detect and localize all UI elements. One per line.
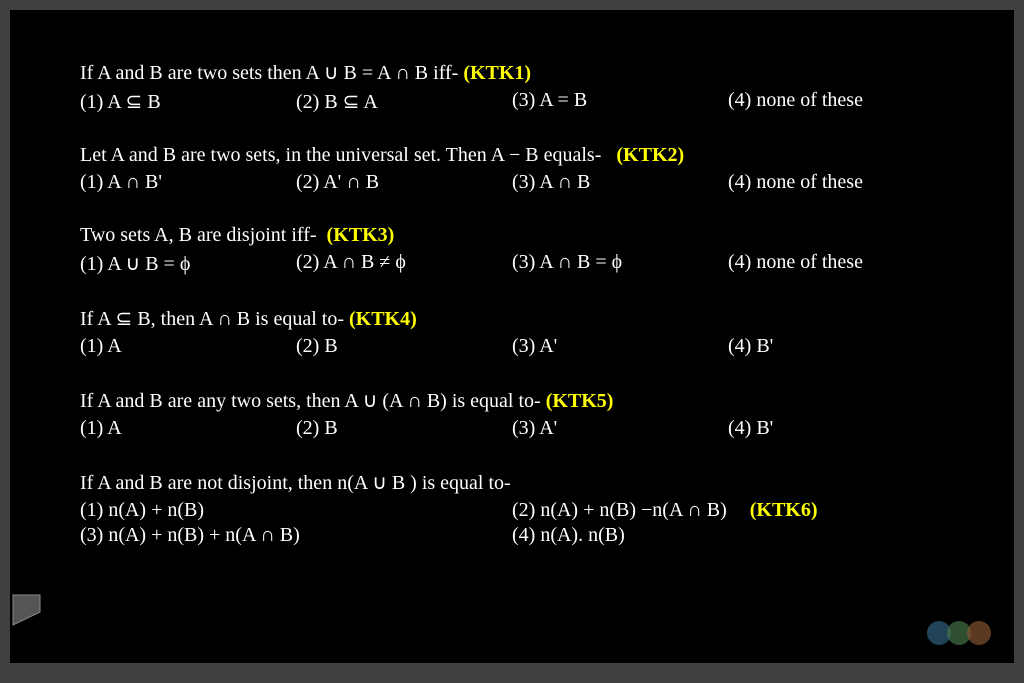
- brand-logo-icon: [924, 608, 994, 653]
- ktk-tag: (KTK2): [616, 144, 684, 166]
- question-block: Let A and B are two sets, in the univers…: [80, 144, 944, 194]
- option: (2) B: [296, 335, 512, 358]
- option: (4) B': [728, 417, 944, 440]
- options-row: (1) A ∪ B = ϕ (2) A ∩ B ≠ ϕ (3) A ∩ B = …: [80, 251, 944, 276]
- option: (2) B: [296, 417, 512, 440]
- options-row: (1) A ∩ B' (2) A' ∩ B (3) A ∩ B (4) none…: [80, 171, 944, 194]
- options-row: (1) n(A) + n(B) (2) n(A) + n(B) −n(A ∩ B…: [80, 499, 944, 549]
- question-stem: Let A and B are two sets, in the univers…: [80, 144, 601, 166]
- question-text: If A and B are not disjoint, then n(A ∪ …: [80, 470, 944, 495]
- option: (2) A' ∩ B: [296, 171, 512, 194]
- question-text: If A and B are any two sets, then A ∪ (A…: [80, 388, 944, 413]
- question-block: If A and B are not disjoint, then n(A ∪ …: [80, 470, 944, 549]
- option: (3) A ∩ B: [512, 171, 728, 194]
- option: (3) n(A) + n(B) + n(A ∩ B): [80, 524, 512, 547]
- question-block: If A ⊆ B, then A ∩ B is equal to- (KTK4)…: [80, 306, 944, 358]
- option: (1) A ∪ B = ϕ: [80, 251, 296, 276]
- option-text: (2) n(A) + n(B) −n(A ∩ B): [512, 499, 727, 521]
- question-text: Let A and B are two sets, in the univers…: [80, 144, 944, 167]
- ktk-tag: (KTK4): [349, 308, 417, 330]
- ktk-tag: (KTK6): [750, 499, 818, 521]
- option: (1) A: [80, 417, 296, 440]
- options-row: (1) A (2) B (3) A' (4) B': [80, 417, 944, 440]
- question-text: Two sets A, B are disjoint iff- (KTK3): [80, 224, 944, 247]
- question-block: Two sets A, B are disjoint iff- (KTK3) (…: [80, 224, 944, 276]
- question-stem: Two sets A, B are disjoint iff-: [80, 224, 317, 246]
- question-block: If A and B are any two sets, then A ∪ (A…: [80, 388, 944, 440]
- question-block: If A and B are two sets then A ∪ B = A ∩…: [80, 60, 944, 114]
- question-stem: If A ⊆ B, then A ∩ B is equal to-: [80, 308, 344, 330]
- options-row: (1) A ⊆ B (2) B ⊆ A (3) A = B (4) none o…: [80, 89, 944, 114]
- option: (4) none of these: [728, 251, 944, 276]
- question-stem: If A and B are two sets then A ∪ B = A ∩…: [80, 62, 458, 84]
- ktk-tag: (KTK3): [327, 224, 395, 246]
- ktk-tag: (KTK5): [546, 390, 614, 412]
- option: (3) A': [512, 335, 728, 358]
- option: (4) none of these: [728, 171, 944, 194]
- bookmark-icon: [10, 592, 46, 633]
- question-text: If A ⊆ B, then A ∩ B is equal to- (KTK4): [80, 306, 944, 331]
- option: (4) n(A). n(B): [512, 524, 944, 547]
- option: (3) A ∩ B = ϕ: [512, 251, 728, 276]
- question-text: If A and B are two sets then A ∪ B = A ∩…: [80, 60, 944, 85]
- option: (4) none of these: [728, 89, 944, 114]
- option: (1) n(A) + n(B): [80, 499, 512, 522]
- page: If A and B are two sets then A ∪ B = A ∩…: [10, 10, 1014, 663]
- question-stem: If A and B are any two sets, then A ∪ (A…: [80, 390, 541, 412]
- question-stem: If A and B are not disjoint, then n(A ∪ …: [80, 472, 511, 494]
- option: (1) A: [80, 335, 296, 358]
- option: (1) A ∩ B': [80, 171, 296, 194]
- option: (2) n(A) + n(B) −n(A ∩ B) (KTK6): [512, 499, 944, 522]
- option: (1) A ⊆ B: [80, 89, 296, 114]
- option: (2) A ∩ B ≠ ϕ: [296, 251, 512, 276]
- options-row: (1) A (2) B (3) A' (4) B': [80, 335, 944, 358]
- option: (4) B': [728, 335, 944, 358]
- option: (3) A = B: [512, 89, 728, 114]
- ktk-tag: (KTK1): [463, 62, 531, 84]
- option: (3) A': [512, 417, 728, 440]
- option: (2) B ⊆ A: [296, 89, 512, 114]
